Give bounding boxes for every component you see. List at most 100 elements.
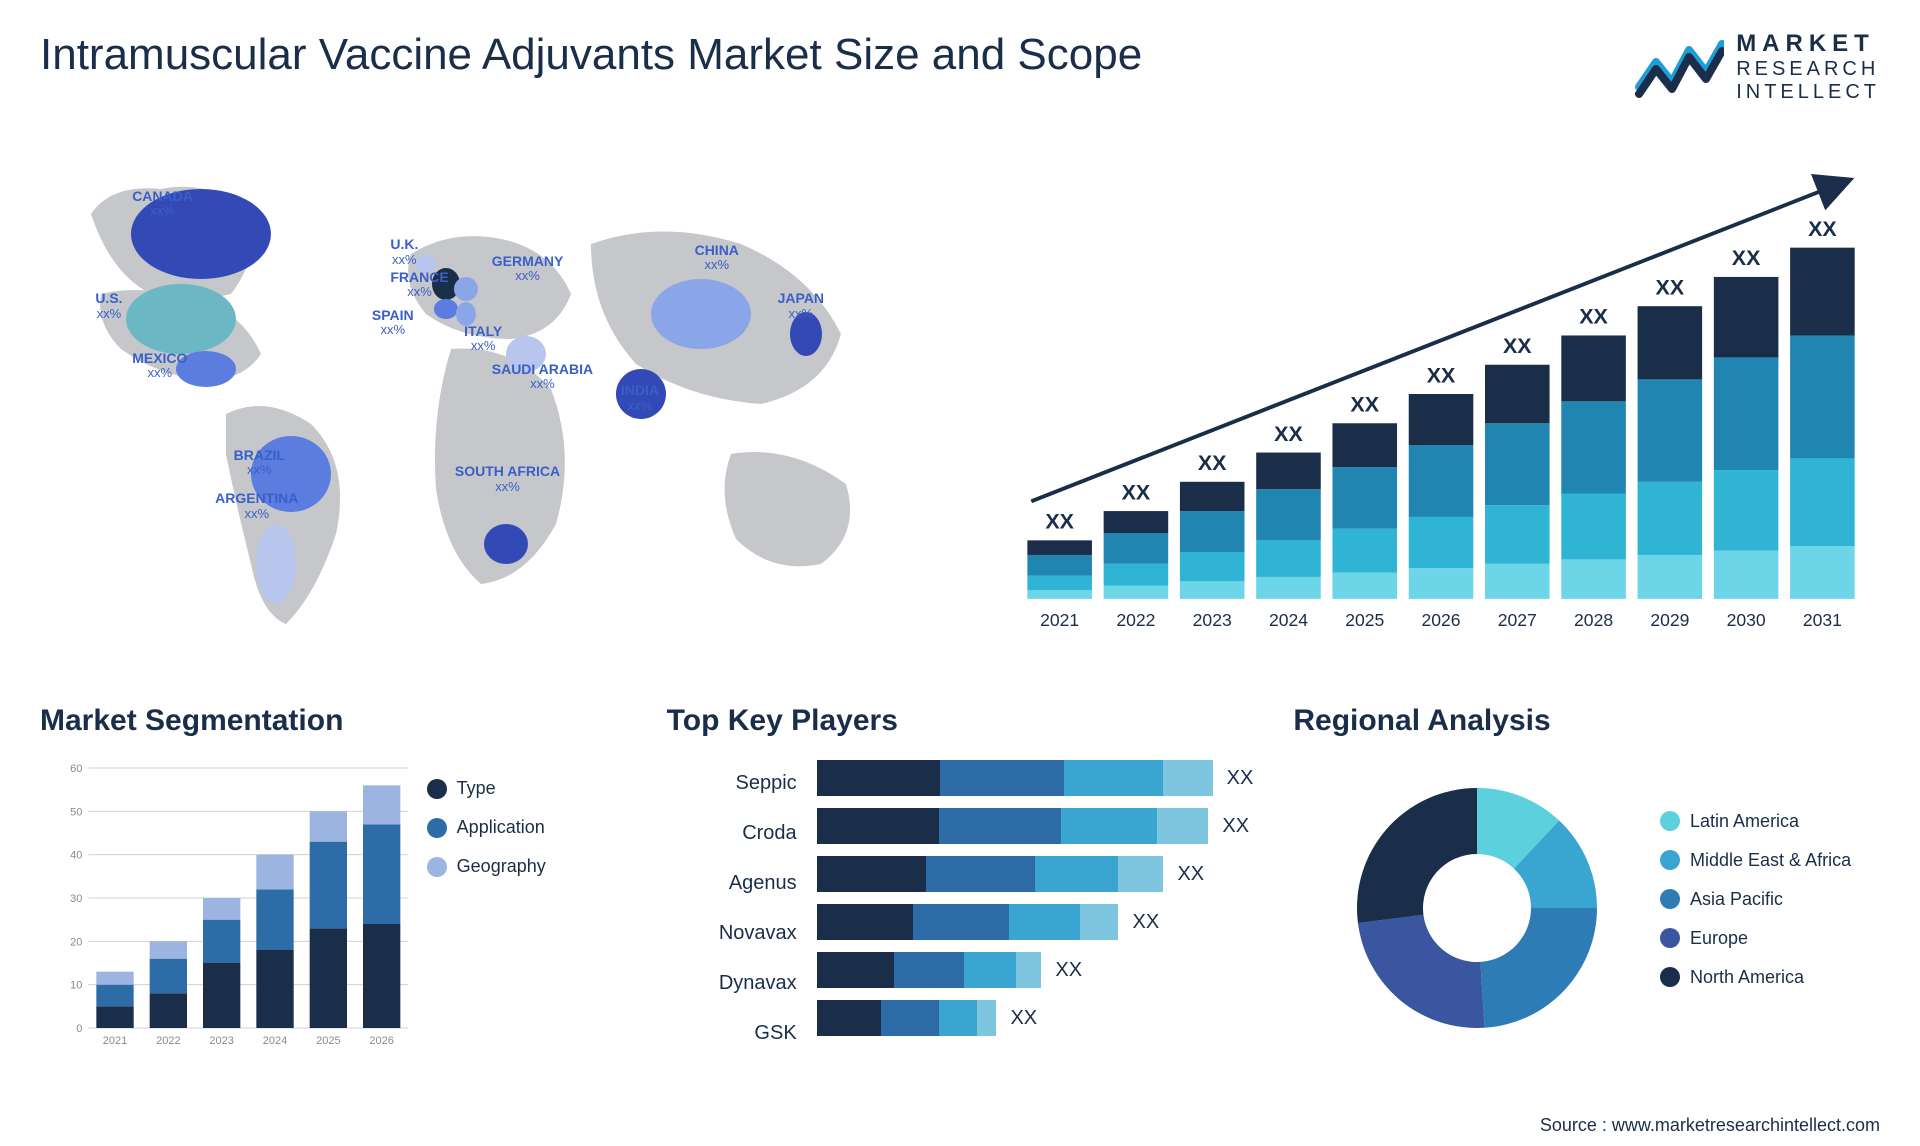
forecast-bar-seg	[1485, 423, 1550, 505]
forecast-bar-seg	[1561, 494, 1626, 560]
y-tick-label: 40	[70, 850, 82, 862]
segmentation-panel: Market Segmentation 01020304050602021202…	[40, 704, 627, 1084]
player-value: XX	[1227, 767, 1254, 790]
forecast-bar-seg	[1790, 335, 1855, 458]
forecast-svg: 2021XX2022XX2023XX2024XX2025XX2026XX2027…	[1002, 124, 1880, 664]
forecast-value-label: XX	[1579, 305, 1608, 329]
forecast-value-label: XX	[1808, 217, 1837, 241]
forecast-bar-seg	[1256, 577, 1321, 599]
page-title: Intramuscular Vaccine Adjuvants Market S…	[40, 30, 1142, 80]
player-bar-seg	[817, 760, 941, 796]
key-players-labels: SeppicCrodaAgenusNovavaxDynavaxGSK	[667, 758, 817, 1058]
player-bar-seg	[1016, 952, 1042, 988]
player-bar-seg	[913, 904, 1009, 940]
header: Intramuscular Vaccine Adjuvants Market S…	[40, 30, 1880, 104]
forecast-bar-seg	[1332, 467, 1397, 528]
map-label-germany: GERMANYxx%	[492, 254, 564, 284]
forecast-bar-seg	[1256, 453, 1321, 490]
player-bar-seg	[1118, 856, 1163, 892]
forecast-bar-seg	[1180, 552, 1245, 581]
bottom-row: Market Segmentation 01020304050602021202…	[40, 704, 1880, 1084]
forecast-value-label: XX	[1732, 246, 1761, 270]
forecast-year-label: 2024	[1269, 610, 1308, 630]
forecast-bar-seg	[1332, 573, 1397, 599]
player-bar-seg	[977, 1000, 996, 1036]
seg-bar-seg	[96, 1006, 133, 1028]
forecast-bar-seg	[1104, 586, 1169, 599]
seg-bar-seg	[310, 928, 347, 1028]
legend-label: North America	[1690, 967, 1804, 988]
player-bar-seg	[1064, 760, 1163, 796]
seg-bar-seg	[96, 972, 133, 985]
logo-line3: INTELLECT	[1736, 81, 1880, 104]
seg-bar-seg	[256, 855, 293, 890]
regional-legend-item: Asia Pacific	[1660, 889, 1880, 910]
forecast-bar-seg	[1256, 489, 1321, 540]
seg-bar-seg	[363, 924, 400, 1028]
legend-swatch-icon	[1660, 850, 1680, 870]
player-bar-seg	[939, 1000, 978, 1036]
y-tick-label: 20	[70, 936, 82, 948]
forecast-bar-seg	[1027, 540, 1092, 555]
forecast-bar-seg	[1714, 470, 1779, 550]
legend-swatch-icon	[1660, 928, 1680, 948]
seg-bar-seg	[150, 941, 187, 958]
key-players-chart: SeppicCrodaAgenusNovavaxDynavaxGSK XX XX X…	[667, 758, 1254, 1058]
legend-label: Geography	[457, 856, 546, 877]
seg-year-label: 2021	[103, 1035, 127, 1047]
donut-slice	[1357, 788, 1477, 923]
player-bar-row: XX	[817, 950, 1254, 990]
seg-year-label: 2023	[209, 1035, 233, 1047]
forecast-value-label: XX	[1655, 275, 1684, 299]
segmentation-legend: TypeApplicationGeography	[427, 758, 627, 1058]
legend-label: Asia Pacific	[1690, 889, 1783, 910]
player-bar-seg	[926, 856, 1035, 892]
player-value: XX	[1222, 815, 1249, 838]
forecast-value-label: XX	[1045, 510, 1074, 534]
forecast-year-label: 2031	[1803, 610, 1842, 630]
y-tick-label: 10	[70, 980, 82, 992]
seg-year-label: 2024	[263, 1035, 287, 1047]
player-value: XX	[1010, 1007, 1037, 1030]
regional-legend-item: Europe	[1660, 928, 1880, 949]
seg-bar-seg	[203, 963, 240, 1028]
key-players-panel: Top Key Players SeppicCrodaAgenusNovavax…	[667, 704, 1254, 1084]
player-name: Croda	[667, 822, 797, 845]
map-label-u-k-: U.K.xx%	[390, 237, 418, 267]
map-label-france: FRANCExx%	[390, 270, 448, 300]
forecast-bar-seg	[1638, 482, 1703, 555]
player-bar-seg	[964, 952, 1015, 988]
forecast-bar-seg	[1332, 529, 1397, 573]
forecast-bar-seg	[1027, 575, 1092, 590]
map-label-spain: SPAINxx%	[372, 308, 414, 338]
forecast-bar-seg	[1638, 306, 1703, 379]
seg-bar-seg	[203, 920, 240, 963]
seg-year-label: 2025	[316, 1035, 340, 1047]
y-tick-label: 60	[70, 763, 82, 775]
key-players-bars: XXXXXXXXXXXX	[817, 758, 1254, 1058]
forecast-bar-seg	[1104, 533, 1169, 564]
player-bar-seg	[1009, 904, 1080, 940]
logo-mark-icon	[1634, 32, 1724, 102]
player-bar-seg	[817, 808, 939, 844]
segmentation-title: Market Segmentation	[40, 704, 627, 738]
logo-line1: MARKET	[1736, 30, 1880, 58]
map-label-u-s-: U.S.xx%	[95, 291, 122, 321]
segmentation-chart: 0102030405060202120222023202420252026 Ty…	[40, 758, 627, 1058]
forecast-bar-seg	[1332, 423, 1397, 467]
player-bar-seg	[817, 856, 926, 892]
y-tick-label: 0	[76, 1023, 82, 1035]
top-row: CANADAxx%U.S.xx%MEXICOxx%BRAZILxx%ARGENT…	[40, 124, 1880, 664]
seg-bar-seg	[310, 811, 347, 841]
seg-legend-item: Geography	[427, 856, 627, 877]
map-label-mexico: MEXICOxx%	[132, 351, 187, 381]
player-bar	[817, 1000, 997, 1036]
player-bar-seg	[817, 1000, 881, 1036]
player-bar-seg	[940, 760, 1064, 796]
forecast-value-label: XX	[1122, 480, 1151, 504]
key-players-title: Top Key Players	[667, 704, 1254, 738]
logo-text: MARKET RESEARCH INTELLECT	[1736, 30, 1880, 104]
forecast-bar-seg	[1409, 445, 1474, 517]
regional-chart: Latin AmericaMiddle East & AfricaAsia Pa…	[1293, 758, 1880, 1058]
legend-swatch-icon	[1660, 889, 1680, 909]
